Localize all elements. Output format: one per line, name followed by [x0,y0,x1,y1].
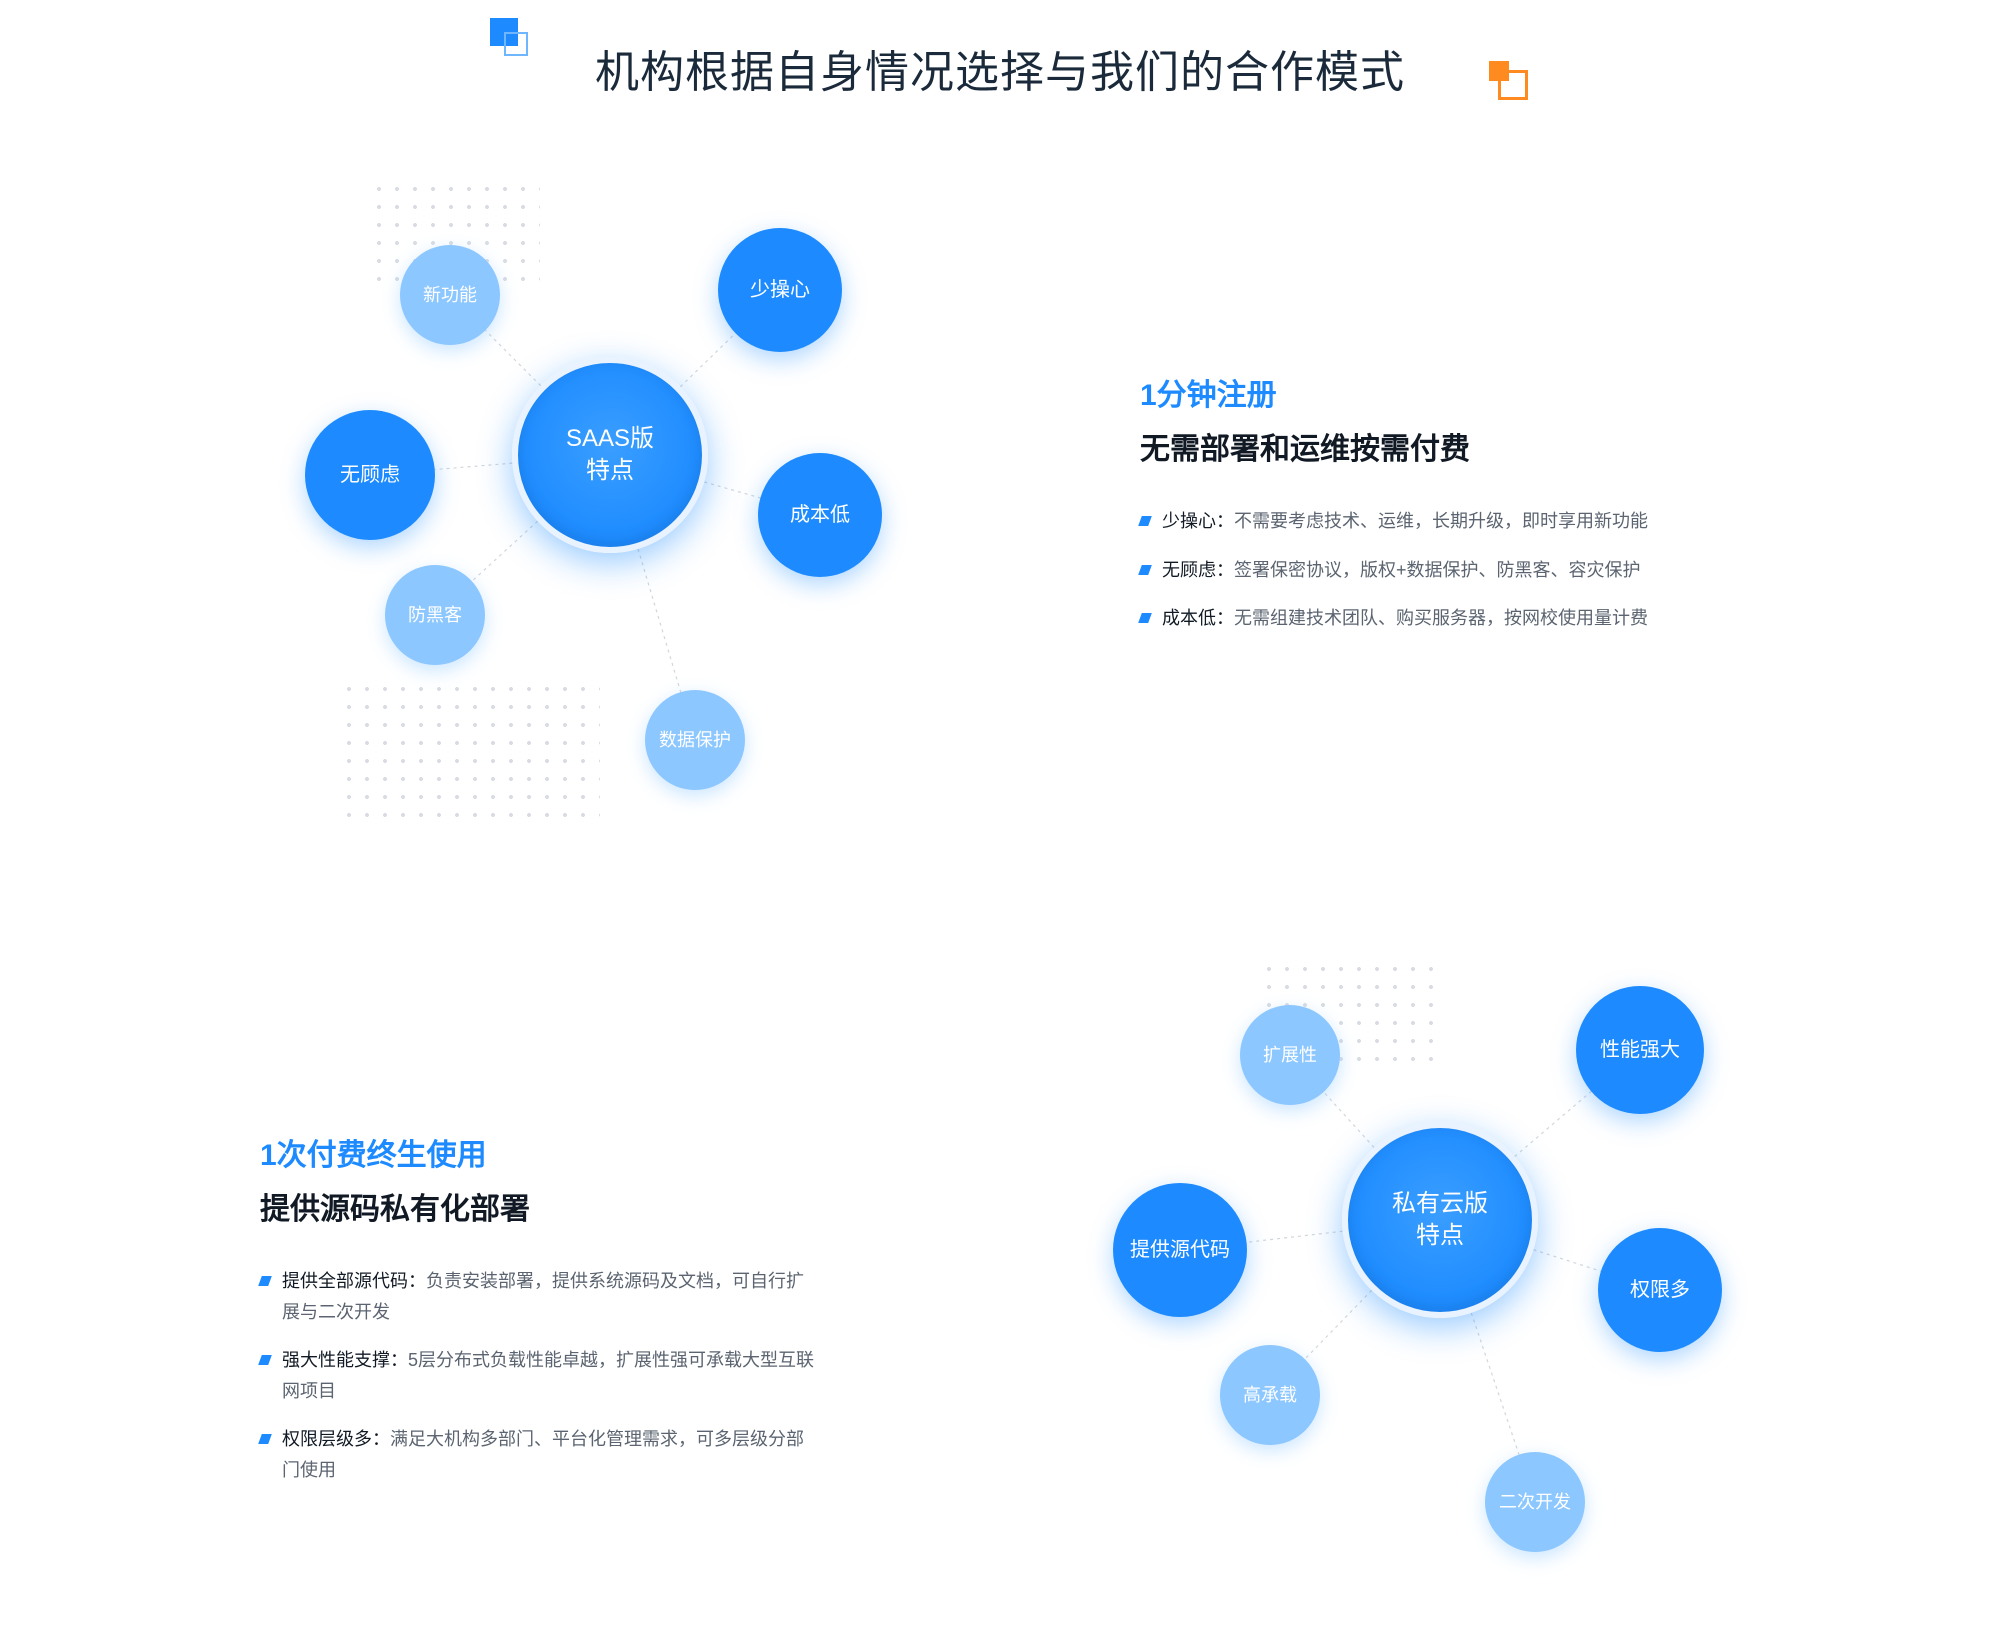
bubble-no-concern: 无顾虑 [305,410,435,540]
section-saas-text: 1分钟注册 无需部署和运维按需付费 少操心：不需要考虑技术、运维，长期升级，即时… [1140,370,1648,652]
section2-heading: 提供源码私有化部署 [260,1184,820,1228]
bubble-high-capacity: 高承载 [1220,1345,1320,1445]
bubble-center-line1: SAAS版 [566,425,654,452]
bubble-secondary-dev: 二次开发 [1485,1452,1585,1552]
title-decoration-blue [490,18,518,46]
bubble-center-line1: 私有云版 [1392,1190,1488,1217]
bullet-item: 成本低：无需组建技术团队、购买服务器，按网校使用量计费 [1140,603,1648,634]
bubble-source-code: 提供源代码 [1113,1183,1247,1317]
section1-heading-accent: 1分钟注册 [1140,370,1648,414]
diagram-private: 私有云版 特点 扩展性 性能强大 提供源代码 权限多 高承载 二次开发 [1060,940,1800,1620]
bubble-anti-hacker: 防黑客 [385,565,485,665]
bullet-item: 少操心：不需要考虑技术、运维，长期升级，即时享用新功能 [1140,506,1648,537]
bullet-item: 提供全部源代码：负责安装部署，提供系统源码及文档，可自行扩展与二次开发 [260,1266,820,1327]
bubble-scalability: 扩展性 [1240,1005,1340,1105]
bullet-item: 无顾虑：签署保密协议，版权+数据保护、防黑客、容灾保护 [1140,555,1648,586]
bubble-low-cost: 成本低 [758,453,882,577]
bubble-center-private: 私有云版 特点 [1342,1122,1538,1318]
bubble-permissions: 权限多 [1598,1228,1722,1352]
title-decoration-orange [1498,70,1528,100]
section1-heading: 无需部署和运维按需付费 [1140,424,1648,468]
bullet-item: 强大性能支撑：5层分布式负载性能卓越，扩展性强可承载大型互联网项目 [260,1345,820,1406]
bubble-center-line2: 特点 [586,457,634,484]
page-title: 机构根据自身情况选择与我们的合作模式 [595,36,1405,100]
bubble-new-feature: 新功能 [400,245,500,345]
bubble-performance: 性能强大 [1576,986,1704,1114]
diagram-saas: SAAS版 特点 新功能 少操心 无顾虑 成本低 防黑客 数据保护 [260,170,980,850]
bubble-center-line2: 特点 [1416,1222,1464,1249]
section2-heading-accent: 1次付费终生使用 [260,1130,820,1174]
bubble-center-saas: SAAS版 特点 [512,357,708,553]
bubble-data-protect: 数据保护 [645,690,745,790]
bubble-less-worry: 少操心 [718,228,842,352]
section-private-text: 1次付费终生使用 提供源码私有化部署 提供全部源代码：负责安装部署，提供系统源码… [260,1130,820,1504]
bullet-item: 权限层级多：满足大机构多部门、平台化管理需求，可多层级分部门使用 [260,1424,820,1485]
